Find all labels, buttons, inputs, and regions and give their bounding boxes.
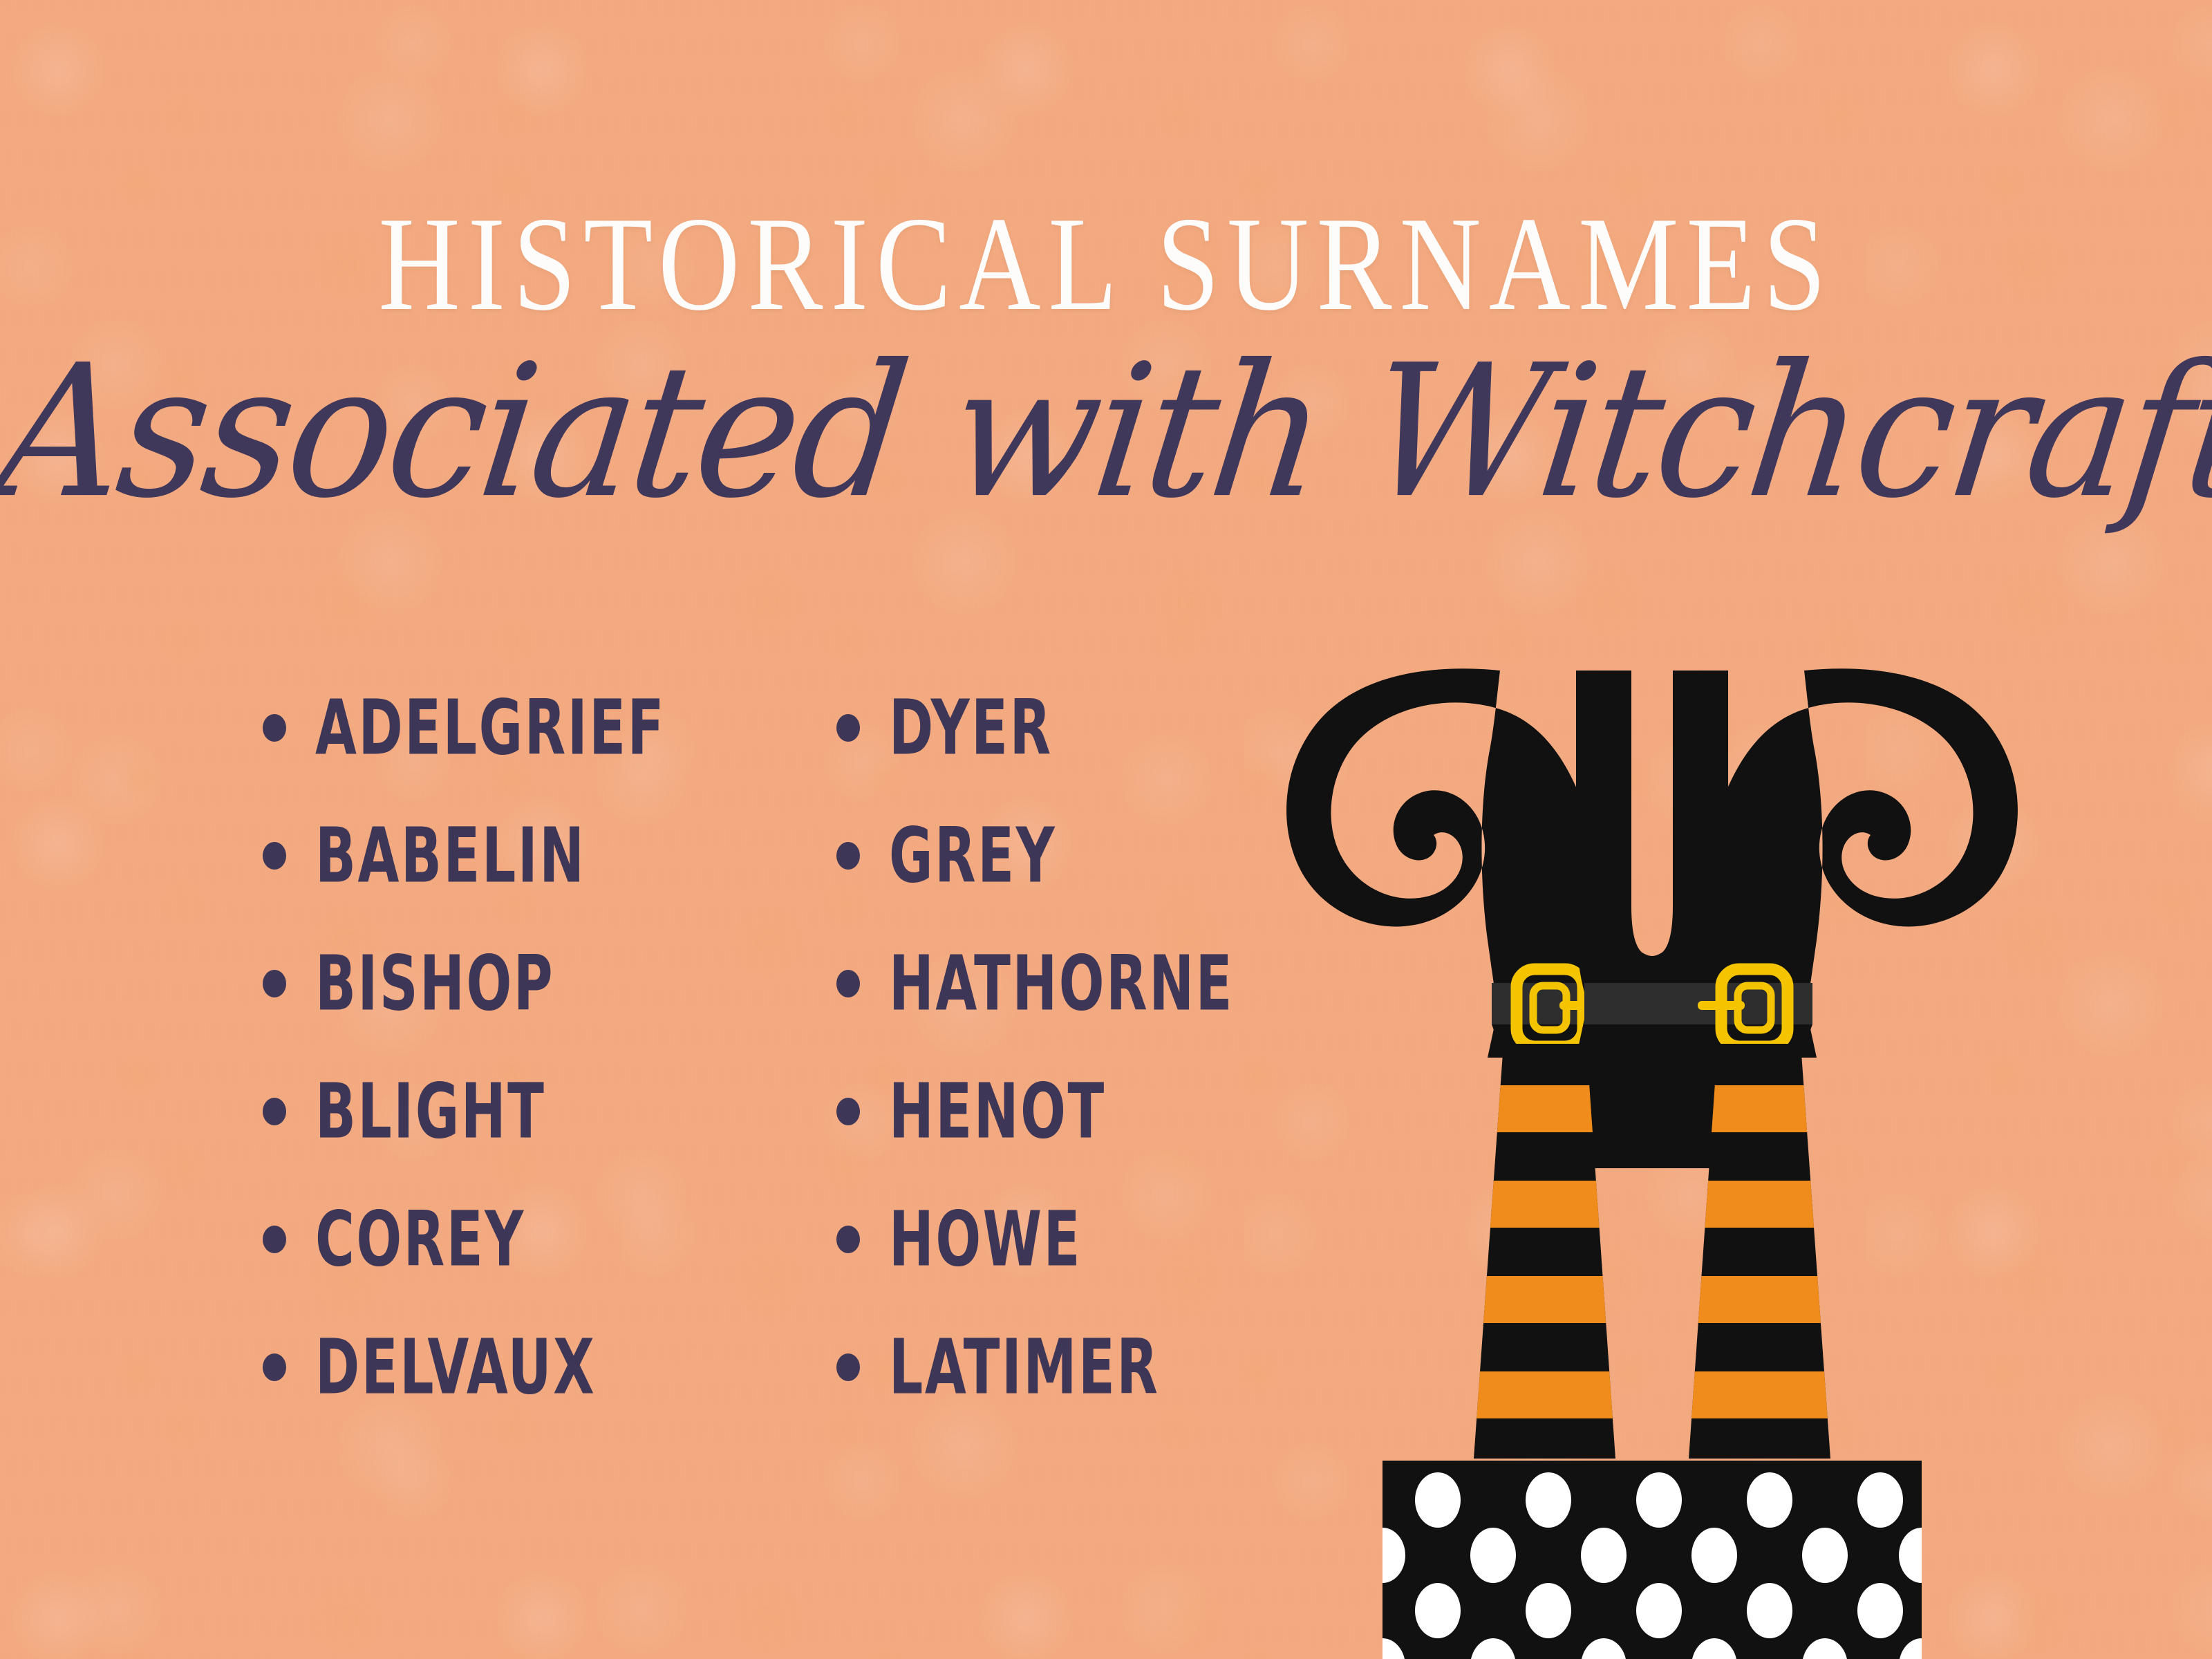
surname-list: ADELGRIEF BABELIN BISHOP BLIGHT COREY DE… xyxy=(263,664,1341,1431)
page-title: HISTORICAL SURNAMES xyxy=(378,189,1834,339)
surname-label: HATHORNE xyxy=(889,938,1235,1028)
bullet-icon xyxy=(263,1353,286,1381)
surname-label: COREY xyxy=(315,1194,525,1284)
page-subtitle: Associated with Witchcraft xyxy=(0,325,2212,538)
polka-dot-skirt xyxy=(1382,1461,1922,1659)
bullet-icon xyxy=(263,1097,286,1125)
list-item: HOWE xyxy=(836,1175,1161,1303)
witch-legs-illustration xyxy=(1272,643,2032,1659)
list-item: GREY xyxy=(836,791,1161,919)
bullet-icon xyxy=(836,1097,860,1125)
list-item: BLIGHT xyxy=(263,1047,588,1175)
bullet-icon xyxy=(836,1353,860,1381)
list-item: HENOT xyxy=(836,1047,1161,1175)
list-item: DYER xyxy=(836,664,1161,791)
list-item: BISHOP xyxy=(263,919,588,1047)
bullet-icon xyxy=(263,969,286,997)
bullet-icon xyxy=(836,1225,860,1253)
list-item: ADELGRIEF xyxy=(263,664,664,791)
surname-label: HOWE xyxy=(889,1194,1082,1284)
surname-label: BISHOP xyxy=(315,938,555,1028)
polka-dots xyxy=(1382,1472,1922,1659)
list-item: LATIMER xyxy=(836,1303,1161,1431)
list-item: BABELIN xyxy=(263,791,588,919)
list-item: COREY xyxy=(263,1175,588,1303)
bullet-icon xyxy=(263,713,286,742)
surname-label: DELVAUX xyxy=(315,1322,597,1412)
surname-label: ADELGRIEF xyxy=(315,682,666,772)
list-item: HATHORNE xyxy=(836,919,1232,1047)
surname-label: DYER xyxy=(889,682,1053,772)
bullet-icon xyxy=(836,969,860,997)
bullet-icon xyxy=(836,841,860,870)
bullet-icon xyxy=(263,1225,286,1253)
surname-label: BABELIN xyxy=(315,810,586,900)
surname-label: HENOT xyxy=(889,1066,1106,1156)
surname-label: LATIMER xyxy=(889,1322,1160,1412)
surname-label: BLIGHT xyxy=(315,1066,546,1156)
list-item: DELVAUX xyxy=(263,1303,594,1431)
bullet-icon xyxy=(836,713,860,742)
surname-label: GREY xyxy=(889,810,1057,900)
bullet-icon xyxy=(263,841,286,870)
